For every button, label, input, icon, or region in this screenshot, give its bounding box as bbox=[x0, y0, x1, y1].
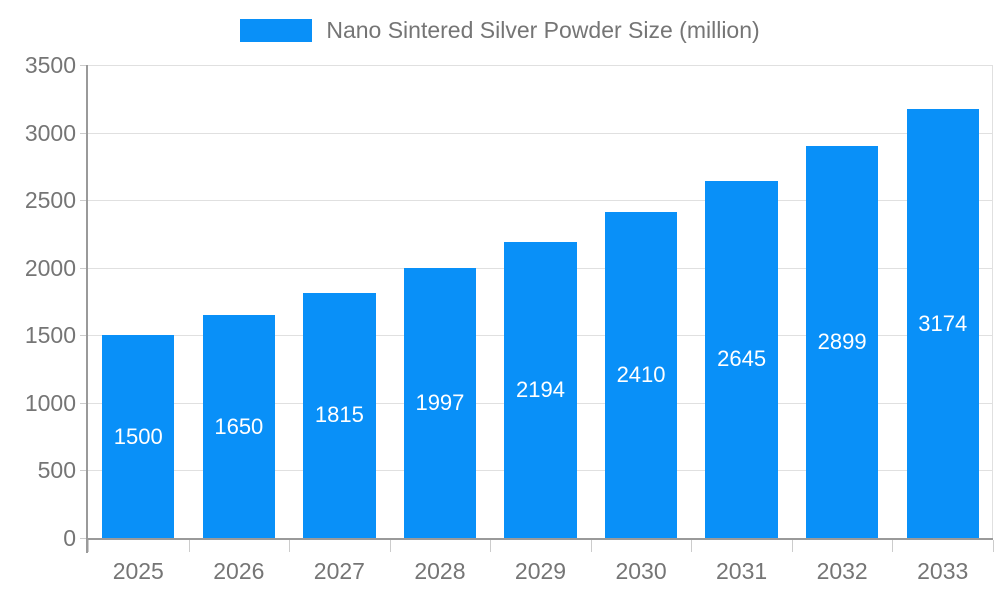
bar: 2899 bbox=[805, 146, 879, 538]
x-axis-tick-label: 2025 bbox=[112, 558, 164, 584]
x-tick-mark bbox=[88, 540, 89, 552]
x-tick-mark bbox=[389, 540, 391, 552]
x-axis-tick-label: 2033 bbox=[917, 558, 969, 584]
bar-value-label: 1815 bbox=[314, 402, 364, 428]
bar-value-label: 2194 bbox=[516, 376, 565, 402]
x-tick-mark bbox=[691, 540, 693, 552]
bar: 2645 bbox=[705, 180, 778, 538]
bar-value-label: 2899 bbox=[817, 329, 867, 355]
y-tick-mark bbox=[80, 402, 88, 404]
x-tick-mark bbox=[892, 540, 894, 552]
y-tick-mark bbox=[80, 538, 88, 539]
x-tick-mark bbox=[590, 540, 592, 552]
y-tick-mark bbox=[80, 470, 88, 472]
y-tick-mark bbox=[80, 335, 88, 337]
legend-label: Nano Sintered Silver Powder Size (millio… bbox=[326, 16, 760, 43]
legend-swatch-icon bbox=[240, 18, 313, 42]
x-axis-tick-label: 2026 bbox=[213, 558, 265, 584]
y-axis-tick-label: 1500 bbox=[24, 322, 76, 349]
legend-item[interactable]: Nano Sintered Silver Powder Size (millio… bbox=[240, 16, 760, 43]
y-axis-tick-label: 1000 bbox=[24, 389, 76, 416]
bar: 1815 bbox=[303, 292, 376, 538]
bar: 1650 bbox=[202, 315, 276, 538]
y-axis-tick-label: 3500 bbox=[24, 52, 76, 78]
y-axis-tick-label: 3000 bbox=[24, 119, 76, 146]
y-axis-line bbox=[86, 65, 88, 553]
chart-legend: Nano Sintered Silver Powder Size (millio… bbox=[0, 14, 1000, 46]
bar: 1997 bbox=[403, 268, 477, 538]
x-axis-tick-label: 2028 bbox=[414, 558, 466, 584]
x-tick-mark bbox=[993, 540, 994, 552]
x-tick-mark bbox=[289, 540, 291, 552]
bar-value-label: 1997 bbox=[415, 390, 465, 416]
x-axis-line bbox=[86, 538, 993, 540]
bar-value-label: 1500 bbox=[113, 423, 163, 449]
y-axis-tick-label: 500 bbox=[37, 457, 76, 484]
x-axis-tick-label: 2031 bbox=[716, 558, 768, 584]
bar: 2410 bbox=[604, 212, 678, 538]
gridline bbox=[88, 200, 993, 202]
bar-value-label: 1650 bbox=[214, 413, 264, 439]
bar: 3174 bbox=[906, 109, 979, 538]
bar-value-label: 3174 bbox=[918, 310, 968, 336]
gridline bbox=[88, 65, 993, 66]
x-axis-tick-label: 2029 bbox=[514, 558, 567, 584]
y-axis-tick-label: 2000 bbox=[24, 254, 76, 281]
plot-area: 1500 1650 1815 1997 2194 2410 2645 2899 3174 bbox=[86, 65, 994, 553]
bar: 2194 bbox=[504, 241, 577, 538]
plot-right-border bbox=[992, 65, 993, 540]
x-axis-tick-label: 2032 bbox=[816, 558, 868, 584]
x-tick-mark bbox=[791, 540, 793, 552]
y-tick-mark bbox=[80, 267, 88, 269]
y-tick-mark bbox=[80, 65, 88, 66]
y-tick-mark bbox=[80, 200, 88, 202]
x-tick-mark bbox=[490, 540, 492, 552]
x-tick-mark bbox=[188, 540, 190, 552]
y-axis-tick-label: 0 bbox=[63, 525, 76, 551]
x-axis-tick-label: 2030 bbox=[615, 558, 667, 584]
bar: 1500 bbox=[102, 335, 175, 538]
bar-value-label: 2410 bbox=[616, 362, 666, 388]
y-tick-mark bbox=[80, 132, 88, 134]
y-axis-tick-label: 2500 bbox=[24, 187, 76, 214]
gridline bbox=[88, 132, 993, 134]
bar-value-label: 2645 bbox=[717, 346, 767, 372]
x-axis-tick-label: 2027 bbox=[313, 558, 365, 584]
